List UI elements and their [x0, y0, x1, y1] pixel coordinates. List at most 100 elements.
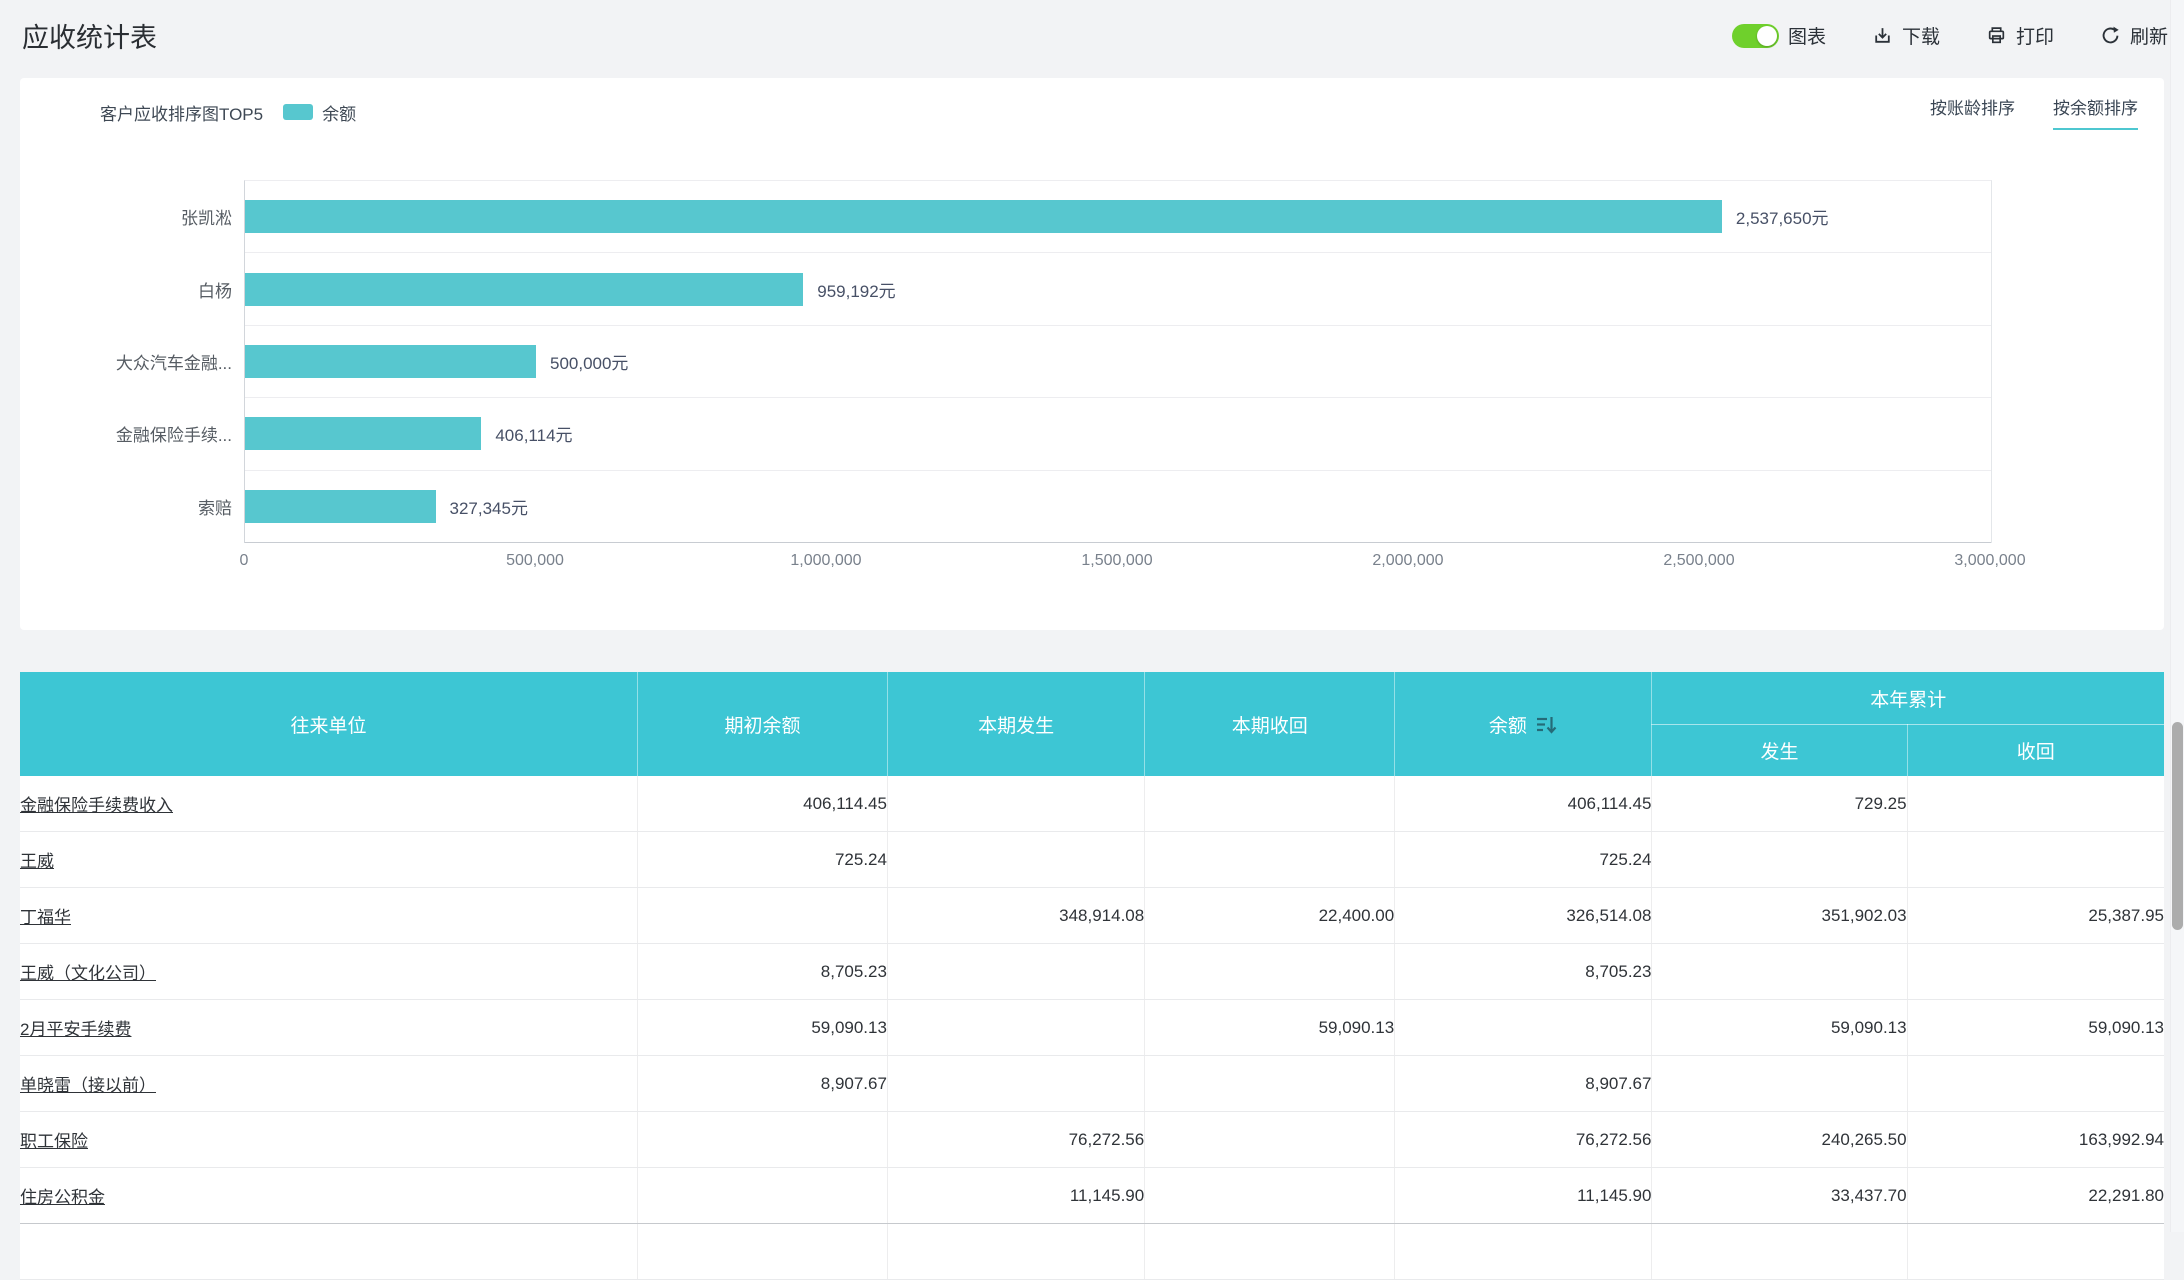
chart-plot: 张凯淞 2,537,650元白杨 959,192元 大众汽车金融... 500,000元… — [116, 180, 1992, 543]
col-header-ytd-received: 收回 — [1907, 724, 2164, 776]
toolbar: 图表 下载 打印 刷新 — [1686, 22, 2168, 49]
amount-cell: 406,114.45 — [1394, 776, 1653, 832]
partner-cell: 单晓雷（接以前） — [20, 1055, 638, 1112]
amount-cell: 11,145.90 — [887, 1167, 1146, 1224]
amount-cell: 8,705.23 — [637, 943, 888, 1000]
amount-cell — [637, 887, 888, 944]
amount-cell: 8,705.23 — [1394, 943, 1653, 1000]
partner-cell: 王威（文化公司） — [20, 943, 638, 1000]
amount-cell — [1907, 943, 2164, 1000]
amount-cell: 8,907.67 — [1394, 1055, 1653, 1112]
partner-link[interactable]: 住房公积金 — [20, 1188, 105, 1207]
amount-cell: 76,272.56 — [887, 1111, 1146, 1168]
amount-cell — [1651, 831, 1908, 888]
refresh-icon — [2102, 26, 2119, 44]
chart-bar-row: 大众汽车金融... 500,000元 — [116, 326, 1991, 399]
amount-cell: 59,090.13 — [1907, 999, 2164, 1056]
bar-value-label: 406,114元 — [495, 426, 573, 446]
table-row: 金融保险手续费收入 406,114.45 406,114.45 729.25 — [20, 776, 2164, 832]
partner-cell: 王威 — [20, 831, 638, 888]
chart-bar-row: 金融保险手续... 406,114元 — [116, 398, 1991, 471]
amount-cell — [637, 1167, 888, 1224]
amount-cell — [887, 1055, 1146, 1112]
chart-bar-row: 白杨 959,192元 — [198, 253, 1991, 326]
amount-cell — [1144, 1055, 1396, 1112]
chart-toggle-switch[interactable] — [1731, 23, 1779, 48]
chart-toggle-control[interactable]: 图表 — [1731, 22, 1826, 49]
partner-cell: 丁福华 — [20, 887, 638, 944]
category-label: 白杨 — [198, 281, 232, 301]
chart-toggle-label: 图表 — [1787, 27, 1826, 48]
amount-cell: 59,090.13 — [637, 999, 888, 1056]
scrollbar-track[interactable] — [2170, 0, 2184, 1232]
partner-link[interactable]: 职工保险 — [20, 1132, 88, 1151]
amount-cell: 8,907.67 — [637, 1055, 888, 1112]
table-row: 职工保险 76,272.56 76,272.56 240,265.50 163,992.… — [20, 1111, 2164, 1168]
amount-cell: 163,992.94 — [1907, 1111, 2164, 1168]
table-header: 往来单位 期初余额 本期发生 本期收回 余额 本年累计 发生 收回 — [20, 672, 2164, 776]
x-tick-label: 2,500,000 — [1663, 552, 1735, 569]
amount-cell: 22,291.80 — [1907, 1167, 2164, 1224]
amount-cell: 240,265.50 — [1651, 1111, 1908, 1168]
balance-bar — [245, 272, 804, 306]
partner-link[interactable]: 金融保险手续费收入 — [20, 796, 173, 815]
receivables-table: 往来单位 期初余额 本期发生 本期收回 余额 本年累计 发生 收回 金融保险手续… — [20, 672, 2164, 1280]
amount-cell — [887, 831, 1146, 888]
amount-cell — [1907, 1055, 2164, 1112]
legend-swatch — [283, 104, 314, 120]
balance-bar — [245, 200, 1722, 234]
chart-bar-row: 张凯淞 2,537,650元 — [181, 181, 1991, 254]
chart-title: 客户应收排序图TOP5 — [100, 104, 264, 124]
amount-cell: 326,514.08 — [1394, 887, 1653, 944]
amount-cell — [887, 999, 1146, 1056]
partner-link[interactable]: 2月平安手续费 — [20, 1020, 132, 1039]
col-header-current-received: 本期收回 — [1144, 672, 1396, 776]
print-icon — [1988, 27, 2005, 44]
table-row: 丁福华 348,914.08 22,400.00 326,514.08 351,902.… — [20, 887, 2164, 944]
partner-cell: 金融保险手续费收入 — [20, 776, 638, 832]
table-body: 金融保险手续费收入 406,114.45 406,114.45 729.25 王威 725… — [20, 776, 2164, 1280]
partner-link[interactable]: 丁福华 — [20, 908, 71, 927]
bar-value-label: 327,345元 — [449, 498, 528, 518]
print-button[interactable]: 打印 — [1986, 22, 2054, 49]
partner-link[interactable]: 王威 — [20, 852, 54, 871]
tab-sort-by-aging[interactable]: 按账龄排序 — [1930, 99, 2015, 118]
amount-cell — [1651, 1055, 1908, 1112]
partner-cell: 职工保险 — [20, 1111, 638, 1168]
amount-cell — [1144, 943, 1396, 1000]
download-icon — [1875, 28, 1890, 43]
partner-link[interactable]: 单晓雷（接以前） — [20, 1076, 156, 1095]
chart-x-axis: 0 500,000 1,000,000 1,500,000 2,000,000 2,500… — [240, 544, 2026, 576]
x-tick-label: 1,500,000 — [1081, 552, 1153, 569]
category-label: 张凯淞 — [181, 209, 232, 229]
table-row: 王威（文化公司） 8,705.23 8,705.23 — [20, 943, 2164, 1000]
amount-cell: 59,090.13 — [1144, 999, 1396, 1056]
amount-cell — [1144, 1167, 1396, 1224]
amount-cell: 33,437.70 — [1651, 1167, 1908, 1224]
amount-cell: 351,902.03 — [1651, 887, 1908, 944]
download-label: 下载 — [1901, 27, 1940, 48]
bar-value-label: 2,537,650元 — [1735, 209, 1829, 229]
table-row: 王威 725.24 725.24 — [20, 831, 2164, 888]
refresh-label: 刷新 — [2129, 27, 2168, 48]
legend-label: 余额 — [322, 104, 357, 124]
sort-descending-icon[interactable] — [1534, 713, 1558, 737]
amount-cell: 25,387.95 — [1907, 887, 2164, 944]
balance-bar — [245, 489, 436, 523]
scrollbar-thumb[interactable] — [2172, 722, 2183, 930]
tab-sort-by-balance[interactable]: 按余额排序 — [2053, 94, 2138, 130]
toggle-knob — [1756, 25, 1777, 46]
refresh-button[interactable]: 刷新 — [2100, 22, 2168, 49]
print-label: 打印 — [2015, 27, 2054, 48]
download-button[interactable]: 下载 — [1872, 22, 1940, 49]
amount-cell: 22,400.00 — [1144, 887, 1396, 944]
amount-cell — [1907, 831, 2164, 888]
chart-bar-row: 索赔 327,345元 — [198, 471, 1991, 543]
col-header-balance[interactable]: 余额 — [1394, 672, 1653, 776]
partner-link[interactable]: 王威（文化公司） — [20, 964, 156, 983]
top-bar: 应收统计表 图表 下载 打印 刷新 — [0, 0, 2184, 78]
col-header-ytd-incurred: 发生 — [1651, 724, 1908, 776]
amount-cell: 11,145.90 — [1394, 1167, 1653, 1224]
group-header-ytd: 本年累计 — [1651, 672, 2164, 725]
amount-cell: 406,114.45 — [637, 776, 888, 832]
